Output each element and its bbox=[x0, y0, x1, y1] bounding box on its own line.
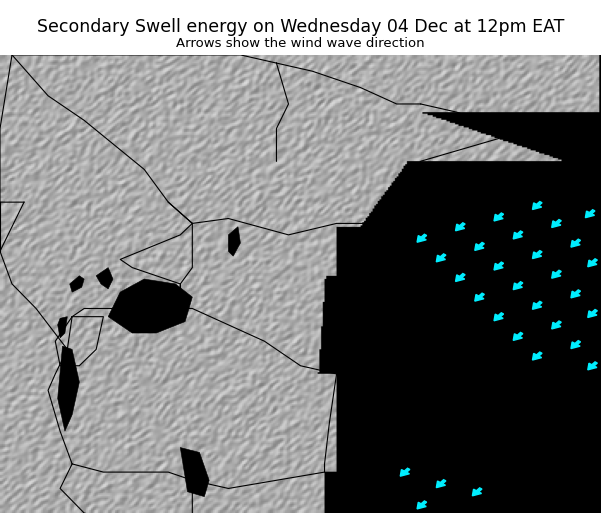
Text: Secondary Swell energy on Wednesday 04 Dec at 12pm EAT: Secondary Swell energy on Wednesday 04 D… bbox=[37, 18, 564, 36]
FancyArrow shape bbox=[532, 301, 542, 309]
FancyArrow shape bbox=[513, 231, 523, 239]
Polygon shape bbox=[96, 268, 113, 289]
FancyArrow shape bbox=[571, 290, 581, 298]
FancyArrow shape bbox=[513, 332, 523, 341]
FancyArrow shape bbox=[585, 210, 595, 218]
FancyArrow shape bbox=[436, 480, 446, 488]
Polygon shape bbox=[108, 279, 192, 333]
FancyArrow shape bbox=[494, 213, 504, 221]
FancyArrow shape bbox=[475, 243, 484, 250]
Polygon shape bbox=[58, 317, 67, 338]
FancyArrow shape bbox=[588, 362, 597, 370]
FancyArrow shape bbox=[532, 251, 542, 259]
Polygon shape bbox=[70, 276, 84, 292]
FancyArrow shape bbox=[571, 239, 581, 247]
FancyArrow shape bbox=[456, 273, 465, 282]
FancyArrow shape bbox=[436, 254, 446, 262]
Polygon shape bbox=[58, 346, 79, 431]
Text: Arrows show the wind wave direction: Arrows show the wind wave direction bbox=[176, 37, 425, 50]
FancyArrow shape bbox=[552, 220, 561, 227]
FancyArrow shape bbox=[494, 313, 504, 321]
FancyArrow shape bbox=[588, 259, 597, 267]
FancyArrow shape bbox=[552, 321, 561, 329]
FancyArrow shape bbox=[588, 309, 597, 318]
FancyArrow shape bbox=[532, 202, 542, 209]
FancyArrow shape bbox=[513, 282, 523, 290]
FancyArrow shape bbox=[456, 223, 465, 231]
FancyArrow shape bbox=[417, 234, 427, 242]
FancyArrow shape bbox=[417, 501, 427, 509]
FancyArrow shape bbox=[475, 293, 484, 301]
FancyArrow shape bbox=[571, 341, 581, 348]
FancyArrow shape bbox=[400, 468, 410, 476]
FancyArrow shape bbox=[532, 352, 542, 360]
Polygon shape bbox=[180, 447, 209, 497]
FancyArrow shape bbox=[472, 488, 482, 496]
Polygon shape bbox=[228, 227, 240, 256]
FancyArrow shape bbox=[494, 262, 504, 270]
FancyArrow shape bbox=[552, 270, 561, 278]
